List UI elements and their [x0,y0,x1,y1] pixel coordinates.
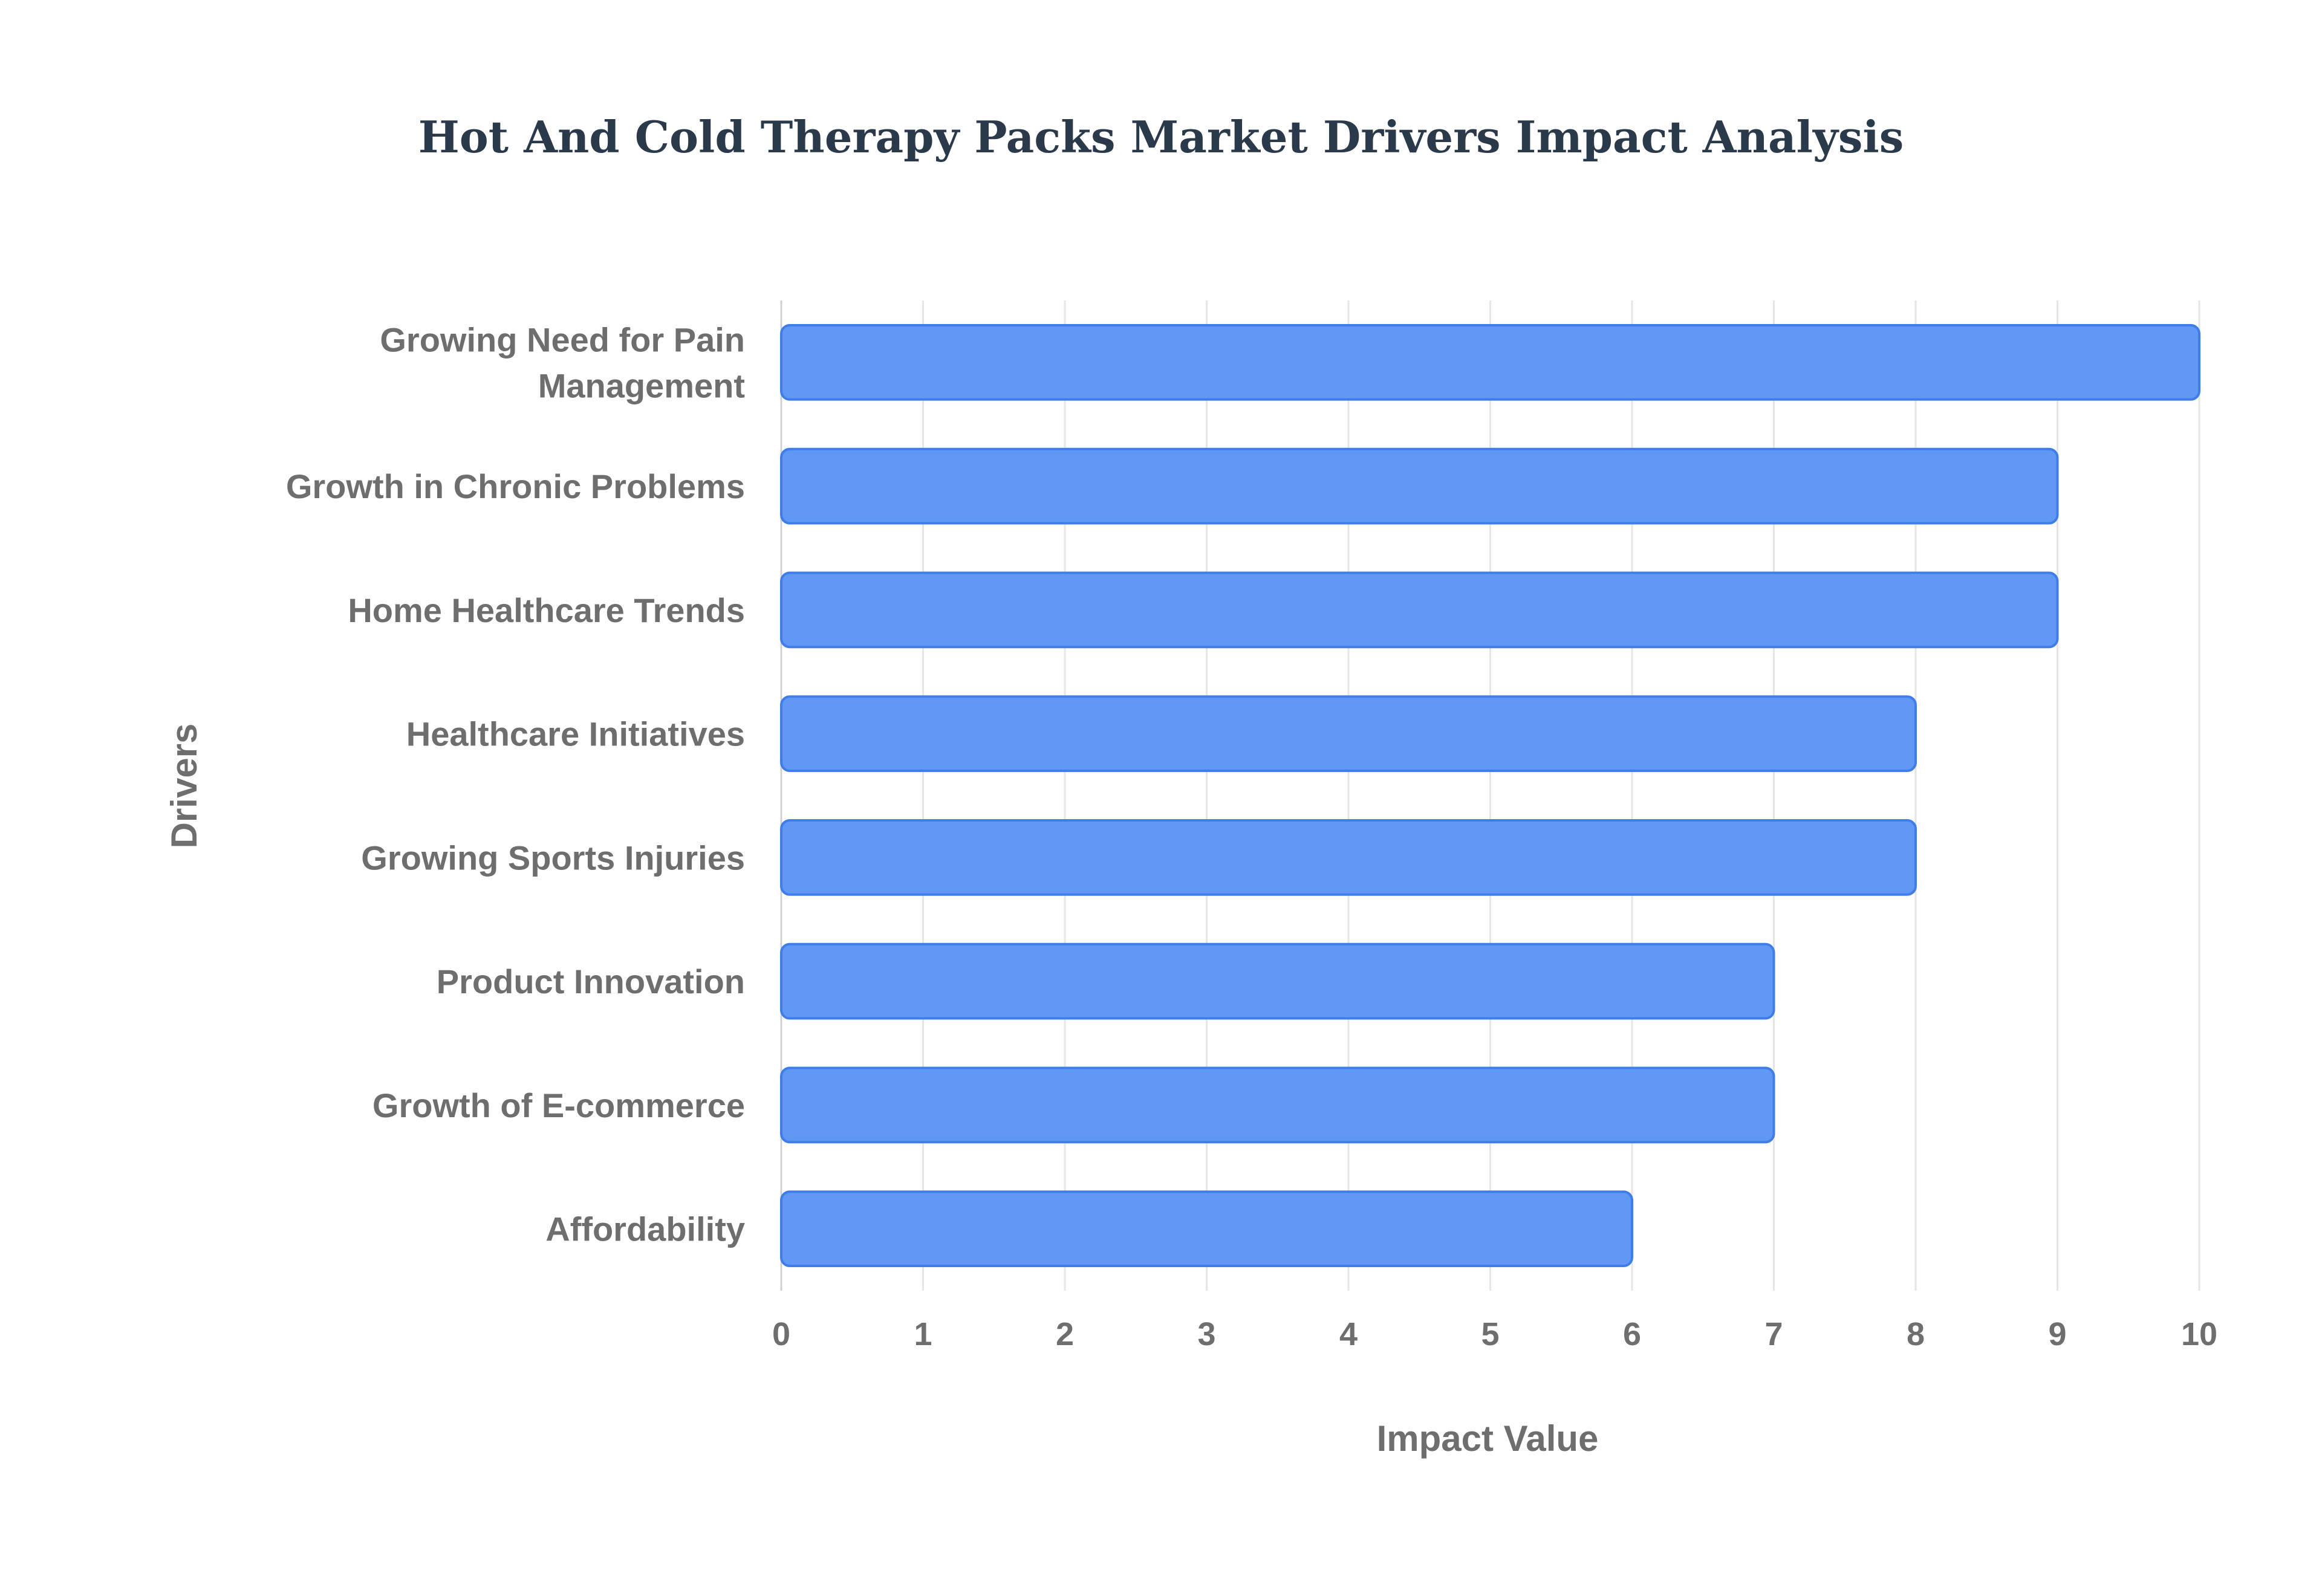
y-tick-label: Growing Need for Pain Management [380,320,745,404]
x-tick-label: 6 [1623,1316,1641,1352]
y-tick-label: Growing Sports Injuries [361,839,745,877]
x-tick-label: 1 [914,1316,932,1352]
y-tick-label: Product Innovation [437,962,745,1001]
y-tick-label: Home Healthcare Trends [348,591,745,629]
x-tick-label: 0 [772,1316,790,1352]
x-tick-label: 10 [2181,1316,2217,1352]
bar [780,1190,1633,1268]
y-tick-labels: Growing Need for Pain Management Growth in… [286,320,745,1248]
bar [780,942,1775,1020]
bar [780,1066,1775,1144]
x-axis-title: Impact Value [1377,1418,1599,1459]
bar [780,447,2059,525]
bar [780,323,2200,401]
y-tick-label: Growth of E-commerce [372,1086,745,1124]
x-tick-label: 9 [2048,1316,2066,1352]
bar [780,571,2059,649]
x-tick-label: 8 [1907,1316,1925,1352]
y-tick-label: Affordability [545,1210,745,1248]
x-tick-label: 3 [1197,1316,1215,1352]
y-axis-title: Drivers [164,724,204,849]
x-tick-label: 2 [1056,1316,1074,1352]
y-tick-label: Growth in Chronic Problems [286,467,745,505]
bar [780,819,1917,896]
x-tick-label: 7 [1764,1316,1783,1352]
bars [780,323,2200,1268]
y-tick-label: Healthcare Initiatives [406,715,745,753]
bar [780,695,1917,773]
x-tick-labels: 0 1 2 3 4 5 6 7 8 9 10 [772,1316,2217,1352]
chart-title: Hot And Cold Therapy Packs Market Driver… [418,111,1904,163]
x-tick-label: 5 [1481,1316,1499,1352]
x-tick-label: 4 [1339,1316,1358,1352]
